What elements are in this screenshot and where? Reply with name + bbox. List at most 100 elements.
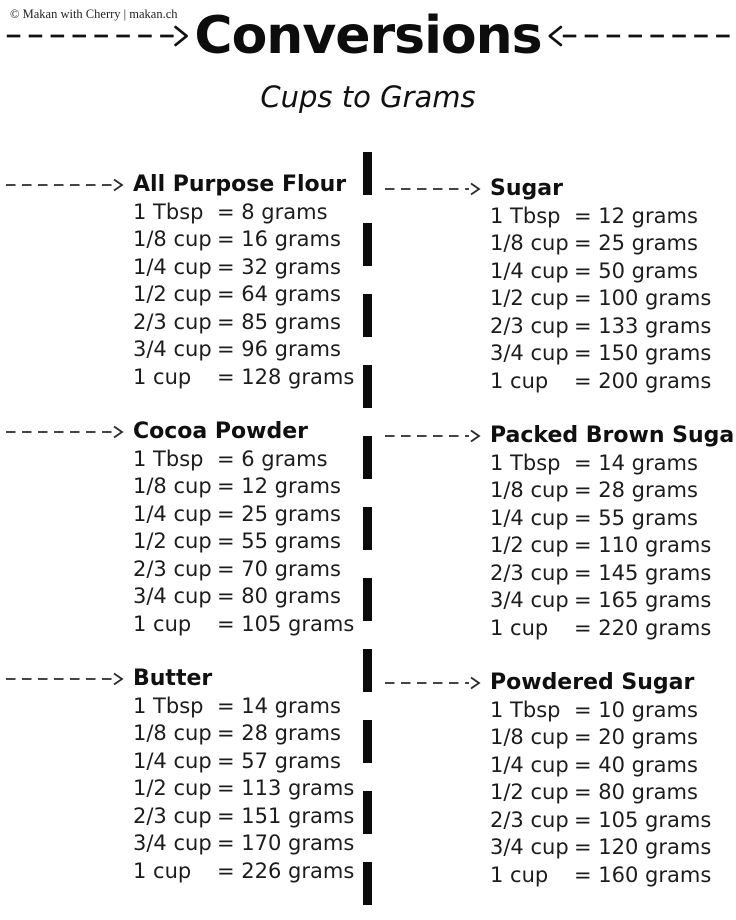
section-title: Packed Brown Sugar	[490, 423, 736, 448]
grams-value: = 10 grams	[574, 697, 698, 722]
measure-label: 1 cup	[133, 611, 192, 636]
grams-value: = 200 grams	[574, 368, 712, 393]
section-header: All Purpose Flour	[0, 171, 360, 199]
conversion-row: 3/4 cup = 170 grams	[133, 830, 360, 858]
conversion-row: 1/2 cup = 55 grams	[133, 528, 360, 556]
grams-value: = 8 grams	[217, 199, 328, 224]
dashed-arrow-right-icon	[385, 429, 481, 442]
conversion-row: 1 Tbsp = 6 grams	[133, 446, 360, 474]
conversion-row: 1/8 cup = 25 grams	[490, 230, 733, 258]
conversion-rows: 1 Tbsp = 6 grams 1/8 cup = 12 grams 1/4 cu…	[0, 446, 360, 639]
conversion-row: 1/8 cup = 16 grams	[133, 226, 360, 254]
conversion-row: 1/2 cup = 110 grams	[490, 532, 733, 560]
grams-value: = 14 grams	[574, 450, 698, 475]
grams-value: = 85 grams	[217, 309, 341, 334]
measure-label: 1/4 cup	[490, 258, 569, 283]
dashed-arrow-right-icon	[6, 178, 124, 191]
grams-value: = 70 grams	[217, 556, 341, 581]
conversion-row: 1/2 cup = 113 grams	[133, 775, 360, 803]
grams-value: = 96 grams	[217, 337, 341, 361]
section-title: All Purpose Flour	[133, 172, 347, 197]
grams-value: = 40 grams	[574, 752, 698, 777]
grams-value: = 55 grams	[574, 505, 698, 530]
copyright-text: © Makan with Cherry | makan.ch	[10, 7, 178, 21]
measure-label: 1/4 cup	[133, 501, 212, 526]
section-header: Cocoa Powder	[0, 418, 360, 446]
measure-label: 1/8 cup	[133, 474, 212, 498]
measure-label: 2/3 cup	[133, 556, 212, 581]
conversion-row: 2/3 cup = 151 grams	[133, 803, 360, 831]
conversion-row: 1/4 cup = 40 grams	[490, 752, 733, 780]
conversion-row: 1/4 cup = 55 grams	[490, 505, 733, 533]
conversion-row: 3/4 cup = 150 grams	[490, 340, 733, 368]
dashed-arrow-right-icon	[385, 676, 481, 689]
conversion-row: 2/3 cup = 105 grams	[490, 807, 733, 835]
measure-label: 3/4 cup	[490, 341, 569, 365]
measure-label: 1/4 cup	[133, 254, 212, 279]
measure-label: 3/4 cup	[490, 588, 569, 612]
conversion-row: 1/2 cup = 80 grams	[490, 779, 733, 807]
page-subtitle: Cups to Grams	[260, 80, 476, 114]
grams-value: = 110 grams	[574, 533, 712, 557]
conversion-row: 2/3 cup = 145 grams	[490, 560, 733, 588]
conversion-row: 1/4 cup = 50 grams	[490, 258, 733, 286]
conversion-row: 1 Tbsp = 10 grams	[490, 697, 733, 725]
left-column: All Purpose Flour 1 Tbsp = 8 grams 1/8 cu…	[0, 171, 360, 912]
conversion-rows: 1 Tbsp = 14 grams 1/8 cup = 28 grams 1/4 c…	[0, 693, 360, 886]
measure-label: 1 Tbsp	[490, 697, 561, 722]
conversion-row: 1/8 cup = 28 grams	[133, 720, 360, 748]
grams-value: = 170 grams	[217, 831, 355, 855]
measure-label: 2/3 cup	[490, 807, 569, 832]
conversion-row: 3/4 cup = 80 grams	[133, 583, 360, 611]
measure-label: 1/4 cup	[490, 752, 569, 777]
grams-value: = 105 grams	[217, 611, 355, 636]
grams-value: = 113 grams	[217, 776, 355, 800]
dashed-arrow-right-icon	[385, 182, 481, 195]
conversion-row: 1/4 cup = 25 grams	[133, 501, 360, 529]
conversion-row: 1 Tbsp = 8 grams	[133, 199, 360, 227]
grams-value: = 28 grams	[574, 478, 698, 502]
measure-label: 1/2 cup	[490, 533, 569, 557]
section-all-purpose-flour: All Purpose Flour 1 Tbsp = 8 grams 1/8 cu…	[0, 171, 360, 391]
conversion-row: 2/3 cup = 70 grams	[133, 556, 360, 584]
measure-label: 2/3 cup	[133, 309, 212, 334]
conversion-row: 1/4 cup = 32 grams	[133, 254, 360, 282]
section-title: Cocoa Powder	[133, 419, 309, 444]
grams-value: = 105 grams	[574, 807, 712, 832]
measure-label: 1/4 cup	[133, 748, 212, 773]
conversion-row: 3/4 cup = 120 grams	[490, 834, 733, 862]
dashed-arrow-right-icon	[6, 25, 188, 47]
conversion-rows: 1 Tbsp = 14 grams 1/8 cup = 28 grams 1/4 c…	[373, 450, 733, 643]
measure-label: 1 Tbsp	[133, 199, 204, 224]
measure-label: 1/8 cup	[490, 231, 569, 255]
measure-label: 1/2 cup	[133, 282, 212, 306]
conversion-row: 1/2 cup = 64 grams	[133, 281, 360, 309]
measure-label: 2/3 cup	[133, 803, 212, 828]
conversion-rows: 1 Tbsp = 10 grams 1/8 cup = 20 grams 1/4 c…	[373, 697, 733, 890]
conversion-row: 1 cup = 226 grams	[133, 858, 360, 886]
grams-value: = 64 grams	[217, 282, 341, 306]
measure-label: 1/8 cup	[133, 227, 212, 251]
grams-value: = 57 grams	[217, 748, 341, 773]
measure-label: 1/2 cup	[490, 780, 569, 804]
conversion-row: 1 cup = 160 grams	[490, 862, 733, 890]
section-title: Butter	[133, 666, 213, 691]
measure-label: 1 cup	[490, 862, 549, 887]
conversion-row: 1/2 cup = 100 grams	[490, 285, 733, 313]
grams-value: = 6 grams	[217, 446, 328, 471]
measure-label: 1/2 cup	[490, 286, 569, 310]
grams-value: = 14 grams	[217, 693, 341, 718]
section-packed-brown-sugar: Packed Brown Sugar 1 Tbsp = 14 grams 1/8 …	[373, 422, 736, 643]
grams-value: = 25 grams	[217, 501, 341, 526]
grams-value: = 12 grams	[574, 203, 698, 228]
section-header: Butter	[0, 665, 360, 693]
conversion-row: 2/3 cup = 85 grams	[133, 309, 360, 337]
grams-value: = 80 grams	[574, 780, 698, 804]
section-header: Packed Brown Sugar	[373, 422, 736, 450]
grams-value: = 220 grams	[574, 615, 712, 640]
page-title: Conversions	[194, 6, 542, 66]
grams-value: = 165 grams	[574, 588, 712, 612]
grams-value: = 80 grams	[217, 584, 341, 608]
section-header: Sugar	[373, 175, 733, 203]
